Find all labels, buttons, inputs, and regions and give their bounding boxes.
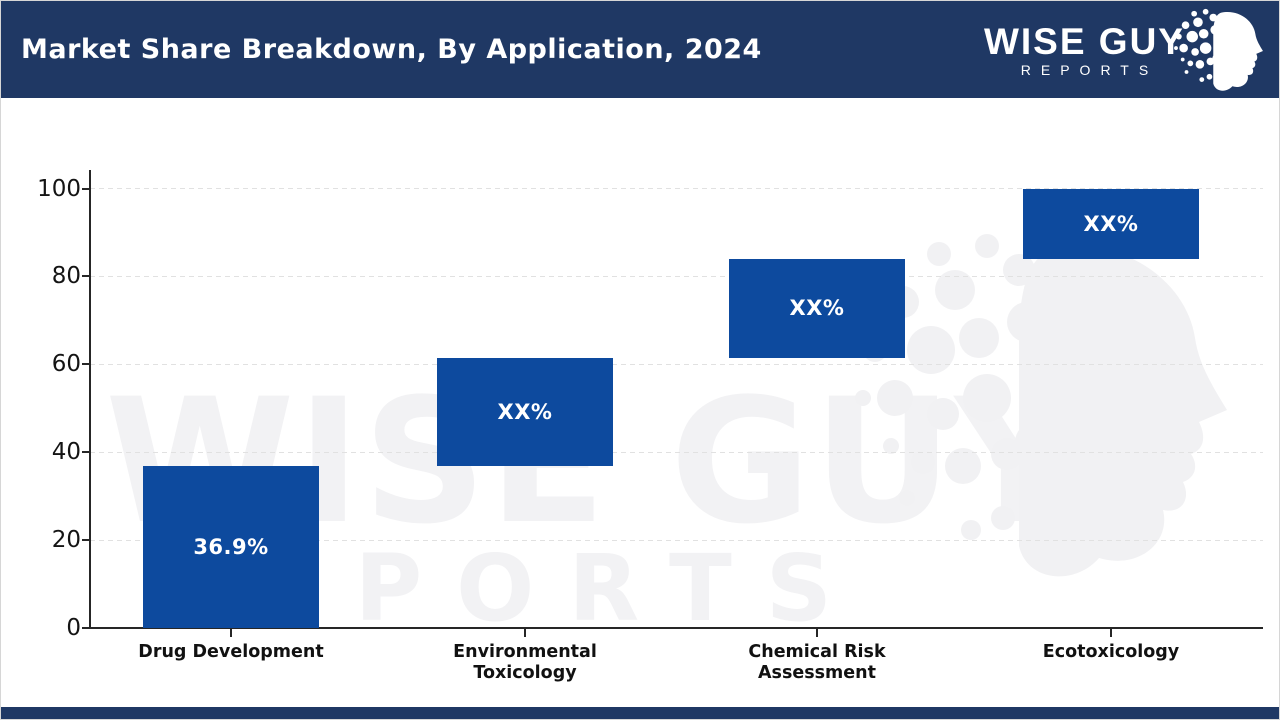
bar: XX% (1023, 188, 1199, 259)
y-gridline (90, 188, 1263, 189)
y-tick-mark (82, 539, 90, 542)
y-gridline (90, 363, 1263, 365)
x-category-label: Environmental Toxicology (453, 642, 597, 683)
wiseguy-head-icon (1174, 8, 1263, 91)
y-tick-label: 20 (51, 527, 81, 554)
y-axis-line (89, 170, 91, 629)
bar-value-label: 36.9% (193, 534, 269, 559)
header-bar: Market Share Breakdown, By Application, … (1, 1, 1279, 98)
y-gridline (90, 539, 1263, 541)
y-tick-mark (82, 363, 90, 366)
bar: XX% (437, 357, 613, 466)
bar: 36.9% (143, 465, 319, 628)
footer-bar (1, 707, 1279, 719)
x-category-label: Chemical Risk Assessment (748, 642, 886, 683)
x-tick-mark (1110, 629, 1112, 637)
wiseguy-logo-text: WISE GUY REPORTS (983, 21, 1185, 78)
y-gridline (90, 451, 1263, 453)
y-tick-mark (82, 627, 90, 629)
bar-value-label: XX% (497, 399, 553, 424)
y-tick-label: 0 (66, 615, 81, 641)
x-tick-mark (524, 629, 526, 637)
x-tick-mark (816, 629, 818, 637)
x-tick-mark (230, 629, 232, 637)
y-tick-label: 80 (51, 263, 81, 290)
y-tick-mark (82, 451, 90, 454)
chart-title: Market Share Breakdown, By Application, … (21, 34, 762, 65)
bar-value-label: XX% (1083, 211, 1139, 236)
x-category-label: Ecotoxicology (1042, 642, 1180, 662)
x-category-label: Drug Development (138, 642, 324, 662)
chart-area: WISE GUY REPORTS 0 20 40 60 80 100 36.9% Drug D… (1, 98, 1279, 709)
y-tick-label: 40 (51, 439, 81, 466)
y-tick-label: 100 (37, 175, 81, 202)
bar: XX% (729, 258, 905, 358)
logo-subtitle: REPORTS (1020, 61, 1159, 78)
logo-wordmark: WISE GUY (983, 21, 1185, 63)
y-tick-mark (82, 187, 90, 190)
wiseguy-logo: WISE GUY REPORTS (984, 7, 1267, 93)
y-tick-mark (82, 275, 90, 278)
x-axis-line (89, 627, 1263, 629)
y-gridline (90, 275, 1263, 277)
bar-value-label: XX% (789, 296, 845, 321)
y-tick-label: 60 (51, 351, 81, 378)
